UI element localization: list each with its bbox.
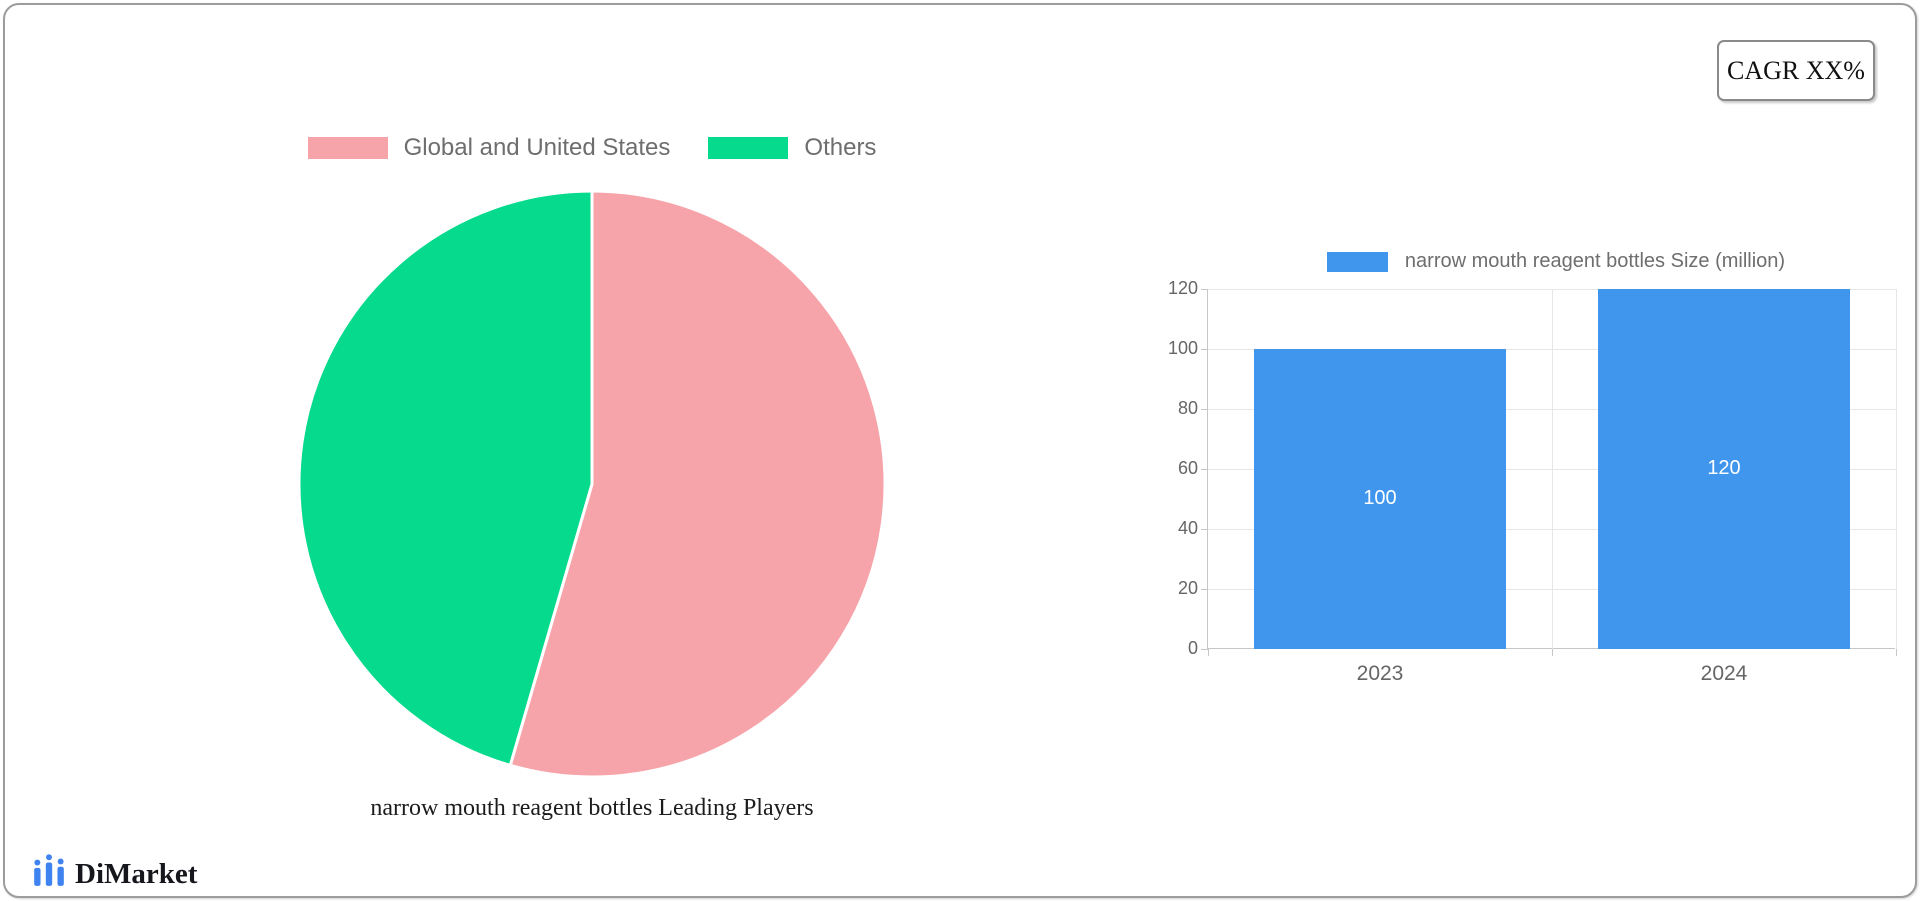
- page-frame: CAGR XX% Global and United States Others…: [3, 3, 1917, 898]
- legend-label-others: Others: [804, 134, 877, 161]
- legend-item-global-united-states[interactable]: Global and United States: [307, 134, 671, 162]
- legend-label-global-united-states: Global and United States: [403, 134, 671, 161]
- bar-chart-section: narrow mouth reagent bottles Size (milli…: [1155, 245, 1920, 705]
- ytick-mark-60: [1201, 469, 1208, 470]
- xtick-mark-0: [1208, 649, 1209, 656]
- legend-swatch-size-series: [1326, 251, 1388, 272]
- pie-chart[interactable]: [295, 187, 889, 781]
- legend-swatch-others: [708, 137, 789, 159]
- x-axis-label-2024: 2024: [1700, 662, 1748, 685]
- xtick-mark-1: [1552, 649, 1553, 656]
- pie-slice-1[interactable]: [297, 189, 594, 767]
- bar-legend[interactable]: narrow mouth reagent bottles Size (milli…: [1171, 250, 1920, 273]
- bar-chart-logo-icon: [34, 854, 64, 886]
- ytick-mark-100: [1201, 349, 1208, 350]
- legend-label-size-series: narrow mouth reagent bottles Size (milli…: [1404, 250, 1786, 272]
- gridline-x-2: [1896, 289, 1897, 649]
- y-axis-tick-100: 100: [1167, 338, 1198, 358]
- ytick-mark-0: [1201, 649, 1208, 650]
- bar-2024[interactable]: [1598, 289, 1850, 649]
- xtick-mark-2: [1896, 649, 1897, 656]
- pie-chart-svg: [297, 189, 887, 779]
- ytick-mark-20: [1201, 589, 1208, 590]
- y-axis-tick-60: 60: [1177, 458, 1198, 478]
- ytick-mark-80: [1201, 409, 1208, 410]
- bar-value-label-2023: 100: [1363, 487, 1397, 509]
- cagr-badge: CAGR XX%: [1717, 40, 1875, 101]
- bar-2023[interactable]: [1254, 349, 1506, 649]
- legend-swatch-global-united-states: [307, 137, 388, 159]
- y-axis-tick-80: 80: [1177, 398, 1198, 418]
- cagr-label: CAGR XX%: [1727, 55, 1865, 85]
- x-axis-label-2023: 2023: [1356, 662, 1404, 685]
- y-axis-tick-0: 0: [1187, 638, 1198, 658]
- pie-slice-0[interactable]: [508, 189, 887, 779]
- brand-name: DiMarket: [75, 858, 198, 890]
- pie-chart-caption: narrow mouth reagent bottles Leading Pla…: [370, 795, 814, 821]
- pie-chart-section: Global and United States Others narrow m…: [235, 125, 949, 822]
- bar-value-label-2024: 120: [1707, 457, 1741, 479]
- y-axis-tick-20: 20: [1177, 578, 1198, 598]
- ytick-mark-120: [1201, 289, 1208, 290]
- gridline-x-1: [1552, 289, 1553, 649]
- bar-plot-area[interactable]: 0 20 40 60 80 100 120 100 2023 120 2024: [1168, 278, 1897, 685]
- y-axis-tick-40: 40: [1177, 518, 1198, 538]
- brand-logo[interactable]: DiMarket: [31, 853, 197, 889]
- legend-item-others[interactable]: Others: [708, 134, 876, 162]
- ytick-mark-40: [1201, 529, 1208, 530]
- y-axis-tick-120: 120: [1167, 278, 1198, 298]
- pie-legend: Global and United States Others: [235, 125, 949, 171]
